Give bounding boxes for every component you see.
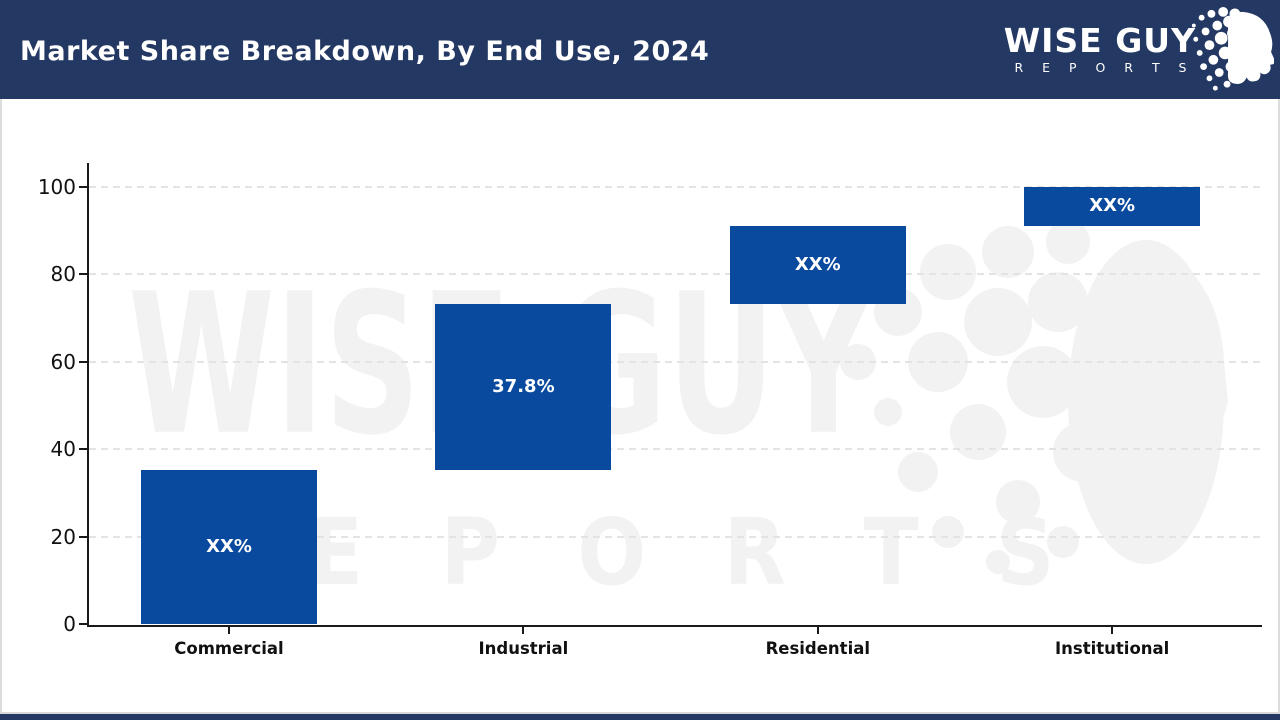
logo-wordmark: WISE GUY — [1003, 21, 1196, 60]
gridline — [89, 448, 1262, 450]
x-tick-label: Industrial — [478, 639, 569, 658]
y-tick — [79, 623, 87, 625]
x-tick-label: Commercial — [174, 639, 284, 658]
gridline — [89, 185, 1262, 188]
wiseguy-head-icon — [1191, 6, 1274, 91]
x-tick-label: Residential — [765, 639, 871, 658]
gridline — [89, 535, 1262, 538]
y-tick-label: 60 — [50, 349, 76, 374]
y-axis-line — [87, 163, 89, 627]
x-tick — [1111, 627, 1114, 634]
right-border — [1278, 99, 1280, 712]
y-tick — [79, 360, 87, 363]
y-tick-label: 40 — [50, 437, 76, 461]
y-tick-label: 20 — [50, 524, 76, 549]
y-tick — [79, 185, 87, 188]
bar-industrial: 37.8% — [435, 304, 612, 470]
y-tick-label: 100 — [37, 174, 76, 199]
bar-institutional: XX% — [1024, 186, 1201, 226]
y-tick — [79, 448, 87, 450]
x-tick — [522, 627, 525, 634]
y-tick-label: 0 — [63, 612, 76, 636]
bar-label: XX% — [1089, 195, 1136, 217]
bar-commercial: XX% — [141, 469, 317, 624]
x-tick-label: Institutional — [1055, 639, 1170, 658]
y-tick-label: 80 — [50, 262, 76, 286]
bar-residential: XX% — [729, 225, 906, 305]
x-axis-line — [87, 625, 1262, 627]
y-tick — [79, 535, 87, 538]
bar-label: XX% — [794, 254, 841, 276]
x-tick — [228, 627, 230, 634]
bar-label: XX% — [206, 535, 252, 557]
wiseguy-logo-text: WISE GUY R E P O R T S — [1003, 21, 1196, 76]
left-border — [0, 99, 2, 712]
x-tick — [816, 627, 819, 634]
page-title: Market Share Breakdown, By End Use, 2024 — [20, 36, 710, 67]
header-banner: Market Share Breakdown, By End Use, 2024… — [0, 0, 1280, 99]
wiseguy-logo: WISE GUY R E P O R T S — [1004, 3, 1274, 96]
bottom-border — [0, 712, 1280, 714]
gridline — [89, 360, 1262, 363]
y-tick — [79, 273, 87, 275]
gridline — [89, 273, 1262, 275]
logo-subtitle: R E P O R T S — [1014, 60, 1194, 75]
footer-bar — [0, 714, 1280, 720]
bar-label: 37.8% — [492, 375, 555, 397]
